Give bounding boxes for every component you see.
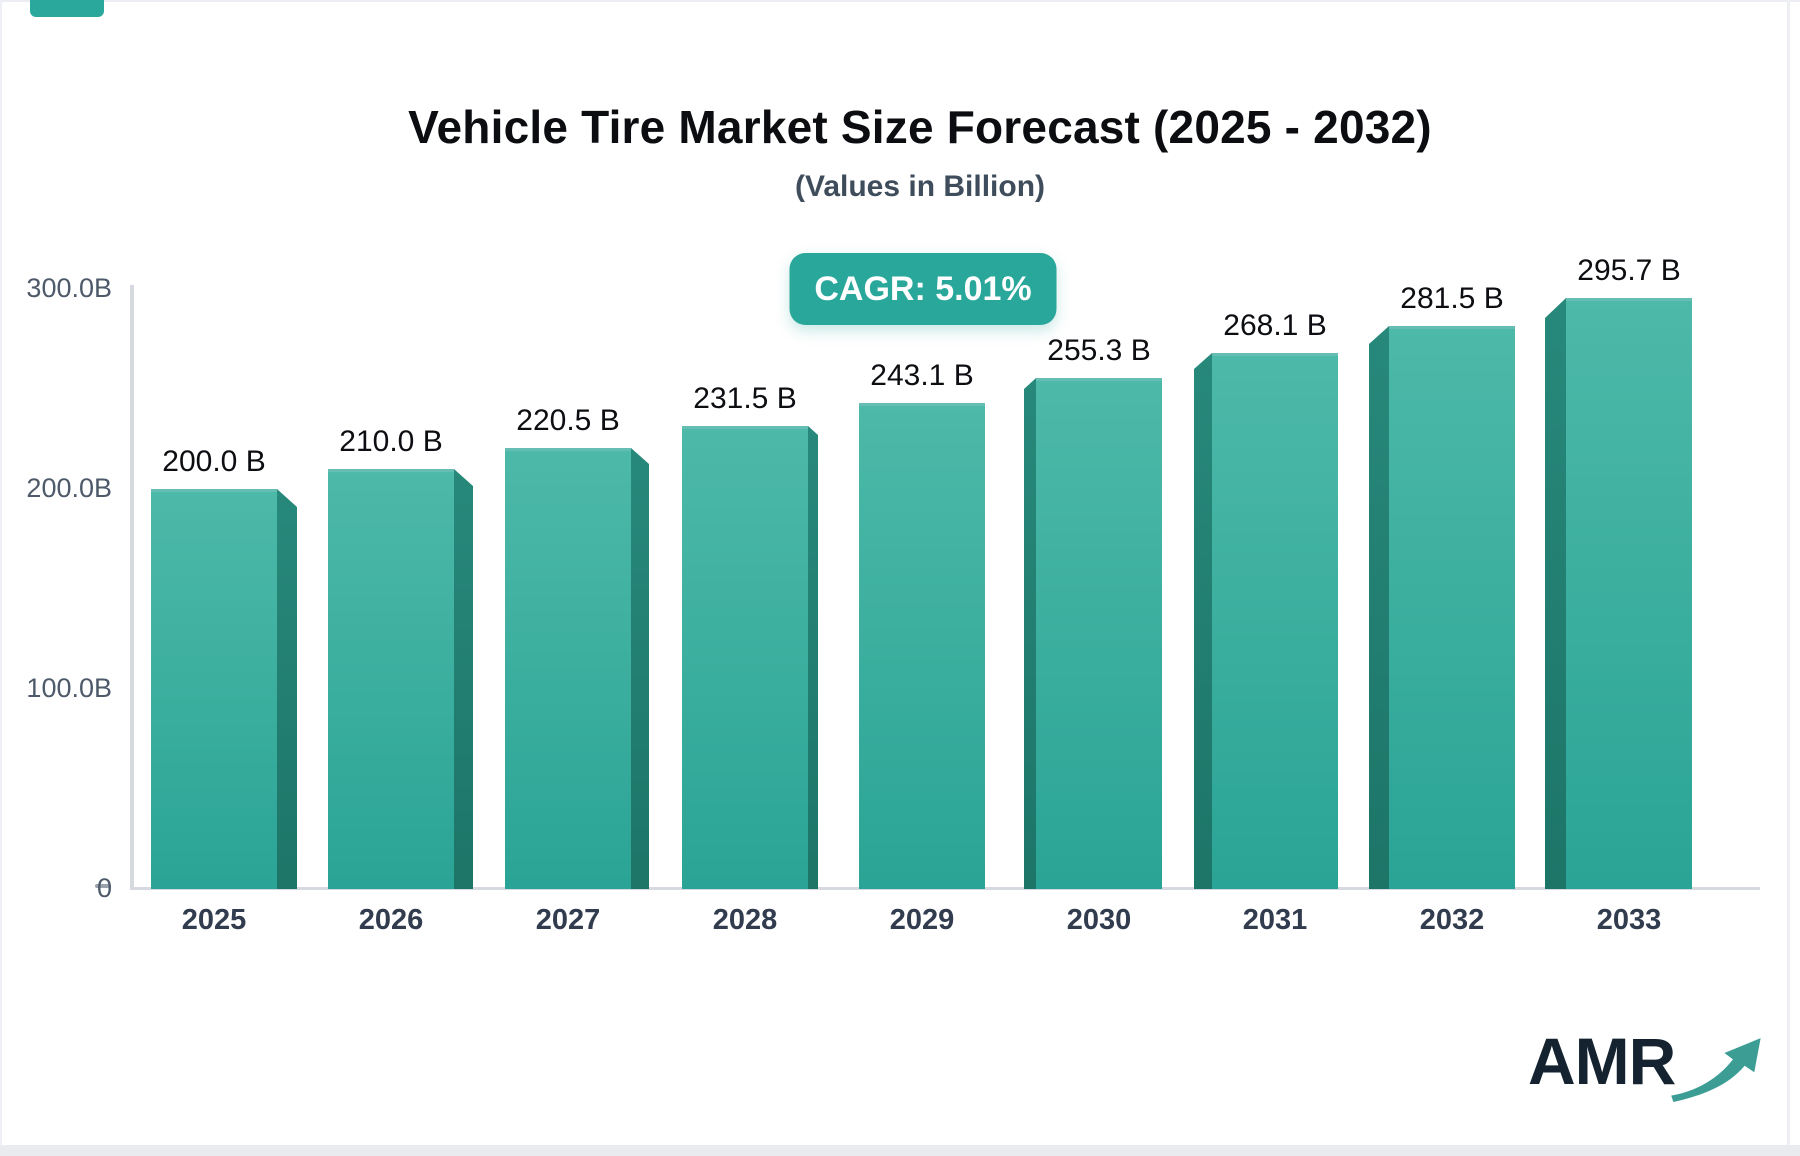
bar-2031[interactable] — [1194, 353, 1338, 889]
bar-face — [1036, 378, 1162, 889]
x-axis-tick-label: 2027 — [535, 904, 601, 936]
bar-value-label: 243.1 B — [870, 359, 974, 392]
bar-2027[interactable] — [505, 448, 649, 889]
bar-face — [859, 403, 985, 889]
bar-side-shadow — [1194, 353, 1212, 889]
bar-value-label: 268.1 B — [1223, 309, 1327, 342]
bar-face — [328, 469, 454, 889]
bar-face — [1566, 298, 1692, 889]
bar-face — [1212, 353, 1338, 889]
bar-value-label: 220.5 B — [516, 404, 620, 437]
bar-2025[interactable] — [151, 489, 297, 889]
bar-value-label: 255.3 B — [1047, 334, 1151, 367]
amr-logo: AMR — [1528, 1028, 1765, 1102]
y-axis-tick-label: 0 — [96, 873, 112, 903]
x-axis-tick-label: 2026 — [358, 904, 424, 936]
y-axis-tick-label: 300.0B — [26, 273, 112, 303]
bar-2026[interactable] — [328, 469, 473, 889]
y-axis-line — [130, 285, 134, 889]
bar-face — [682, 426, 808, 889]
bar-side-shadow — [808, 426, 818, 889]
x-axis-tick-label: 2025 — [181, 904, 247, 936]
bar-side-shadow — [631, 448, 649, 889]
bar-side-shadow — [277, 489, 297, 889]
bar-2028[interactable] — [682, 426, 818, 889]
bar-value-label: 231.5 B — [693, 382, 797, 415]
bar-2030[interactable] — [1024, 378, 1162, 889]
bar-value-label: 281.5 B — [1400, 282, 1504, 315]
growth-arrow-icon — [1671, 1038, 1761, 1102]
bar-value-label: 210.0 B — [339, 425, 443, 458]
x-axis-tick-label: 2028 — [712, 904, 778, 936]
bar-2032[interactable] — [1369, 326, 1515, 889]
x-axis-tick-label: 2031 — [1242, 904, 1308, 936]
y-axis-tick-label: 200.0B — [26, 473, 112, 503]
x-axis-tick-label: 2029 — [889, 904, 955, 936]
bar-value-label: 295.7 B — [1577, 254, 1681, 287]
x-axis-tick-label: 2033 — [1596, 904, 1662, 936]
bar-side-shadow — [454, 469, 473, 889]
cagr-badge: CAGR: 5.01% — [789, 253, 1057, 325]
bar-side-shadow — [1369, 326, 1389, 889]
bar-2029[interactable] — [859, 403, 985, 889]
top-left-chip — [30, 0, 104, 17]
bar-face — [505, 448, 631, 889]
bar-2033[interactable] — [1545, 298, 1692, 889]
chart-title: Vehicle Tire Market Size Forecast (2025 … — [408, 101, 1432, 153]
bar-side-shadow — [1545, 298, 1566, 889]
x-axis-tick-label: 2032 — [1419, 904, 1485, 936]
chart-subtitle: (Values in Billion) — [794, 170, 1046, 203]
amr-logo-text: AMR — [1528, 1024, 1676, 1098]
bar-side-shadow — [1024, 378, 1036, 889]
zero-tick-dash — [95, 884, 111, 888]
left-border-line — [0, 0, 2, 1156]
y-axis-tick-label: 100.0B — [26, 673, 112, 703]
bar-face — [1389, 326, 1515, 889]
right-border-line — [1787, 0, 1790, 1156]
bar-face — [151, 489, 277, 889]
x-axis-tick-label: 2030 — [1066, 904, 1132, 936]
bar-value-label: 200.0 B — [162, 445, 266, 478]
bottom-strip — [0, 1145, 1800, 1156]
chart-header: Vehicle Tire Market Size Forecast (2025 … — [0, 100, 1800, 204]
top-border-line — [0, 0, 1800, 2]
